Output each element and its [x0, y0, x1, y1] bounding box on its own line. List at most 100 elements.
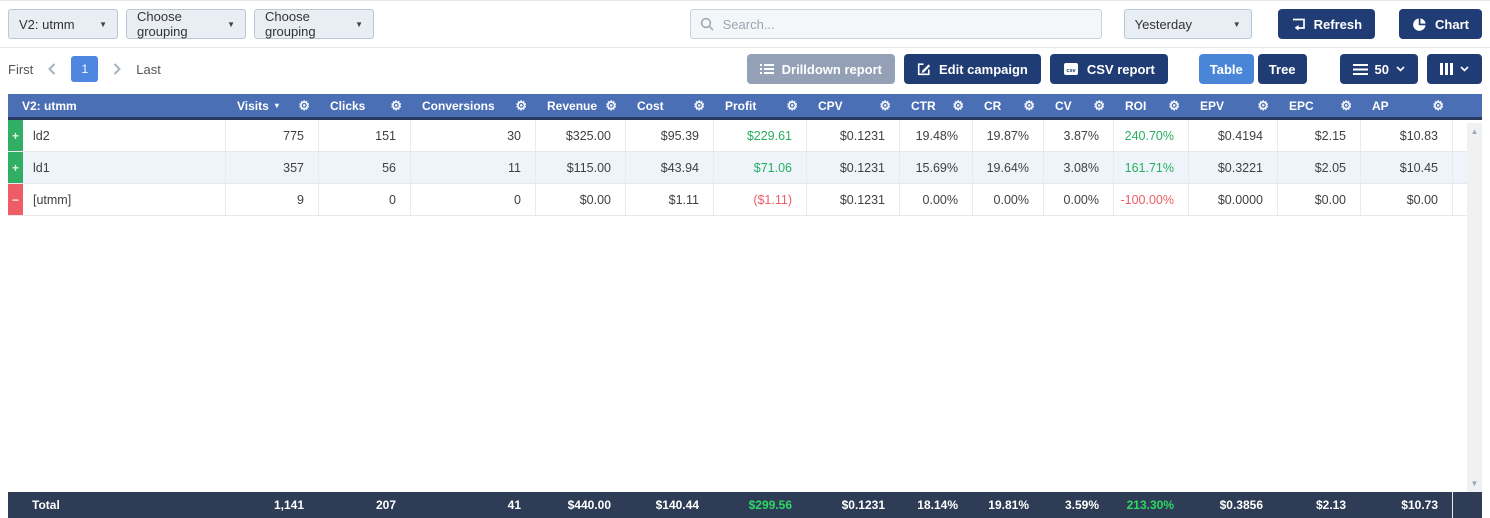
column-settings-gear-icon[interactable]: ⚙ [879, 98, 891, 113]
cell-ctr: 19.48% [899, 120, 972, 151]
cell-clicks: 207 [375, 498, 396, 512]
column-settings-gear-icon[interactable]: ⚙ [605, 98, 617, 113]
column-label[interactable]: Conversions [422, 98, 495, 113]
cell-cv: 3.08% [1043, 152, 1113, 183]
header-cell-cost: Cost ⚙ [625, 94, 713, 117]
column-label[interactable]: EPC [1289, 98, 1314, 113]
cell-ap: $10.73 [1401, 498, 1438, 512]
list-icon [759, 63, 774, 75]
pagination-first[interactable]: First [8, 61, 34, 77]
table-row[interactable]: + ld2 775 151 30 $325.00 $95.39 $229.61 $0.1231 1… [8, 120, 1482, 152]
cell-ap: $0.00 [1360, 184, 1452, 215]
table-row[interactable]: + ld1 357 56 11 $115.00 $43.94 $71.06 $0.1231 15.… [8, 152, 1482, 184]
pagination-page-1[interactable]: 1 [71, 56, 99, 82]
table-header-row: V2: utmm Visits ▾ ⚙ Clicks ⚙ Conversions ⚙ Reven… [8, 94, 1482, 120]
grouping-select-2[interactable]: Choose grouping ▼ [254, 9, 374, 39]
action-buttons: Drilldown report Edit campaign csv CSV r… [746, 54, 1482, 84]
column-label[interactable]: CTR [911, 98, 936, 113]
header-cell-visits: Visits ▾ ⚙ [225, 94, 318, 117]
column-settings-gear-icon[interactable]: ⚙ [1340, 98, 1352, 113]
column-settings-gear-icon[interactable]: ⚙ [1257, 98, 1269, 113]
cell-cv: 3.59% [1064, 498, 1099, 512]
chevron-left-icon[interactable] [48, 63, 56, 75]
column-label[interactable]: CPV [818, 98, 843, 113]
cell-visits: 1,141 [273, 498, 304, 512]
column-label[interactable]: Cost [637, 98, 664, 113]
grouping-select-2-value: Choose grouping [265, 9, 316, 39]
column-settings-gear-icon[interactable]: ⚙ [1023, 98, 1035, 113]
row-scroll-gutter [1452, 492, 1482, 518]
table-view-button[interactable]: Table [1198, 54, 1254, 84]
column-settings-gear-icon[interactable]: ⚙ [1168, 98, 1180, 113]
cell-epv: $0.3856 [1219, 498, 1263, 512]
column-label[interactable]: CR [984, 98, 1002, 113]
row-name-cell: − [utmm] [8, 184, 225, 215]
edit-campaign-button[interactable]: Edit campaign [904, 54, 1041, 84]
row-name-cell: + ld2 [8, 120, 225, 151]
cell-clicks: 151 [318, 120, 410, 151]
grouping-select-1-value: Choose grouping [137, 9, 188, 39]
columns-select[interactable] [1427, 54, 1482, 84]
search-box[interactable] [689, 9, 1102, 39]
date-range-value: Yesterday [1134, 16, 1192, 32]
cell-ctr: 15.69% [899, 152, 972, 183]
cell-ctr: 18.14% [917, 498, 958, 512]
column-label[interactable]: AP [1372, 98, 1389, 113]
column-label[interactable]: ROI [1125, 98, 1147, 113]
column-label[interactable]: EPV [1200, 98, 1225, 113]
column-settings-gear-icon[interactable]: ⚙ [952, 98, 964, 113]
column-label[interactable]: Visits ▾ [237, 98, 279, 113]
vertical-scrollbar[interactable]: ▲ ▼ [1467, 123, 1482, 492]
table-row[interactable]: − [utmm] 9 0 0 $0.00 $1.11 ($1.11) $0.1231 0.00% 0… [8, 184, 1482, 216]
drilldown-report-label: Drilldown report [781, 61, 883, 77]
row-status-indicator: + [8, 152, 23, 183]
column-settings-gear-icon[interactable]: ⚙ [298, 98, 310, 113]
tree-view-button[interactable]: Tree [1257, 54, 1307, 84]
column-label[interactable]: CV [1055, 98, 1072, 113]
scroll-down-icon[interactable]: ▼ [1470, 479, 1479, 488]
row-status-indicator: − [8, 184, 23, 215]
header-cell-epc: EPC ⚙ [1277, 94, 1360, 117]
row-status-indicator: + [8, 120, 23, 151]
cell-epv: $0.4194 [1188, 120, 1277, 151]
chevron-right-icon[interactable] [113, 63, 122, 75]
scroll-up-icon[interactable]: ▲ [1470, 127, 1479, 136]
header-cell-revenue: Revenue ⚙ [535, 94, 625, 117]
column-label[interactable]: Profit [725, 98, 757, 113]
grouping-select-1[interactable]: Choose grouping ▼ [126, 9, 246, 39]
header-scroll-gutter [1452, 94, 1482, 117]
search-input[interactable] [720, 15, 1092, 33]
refresh-button[interactable]: Refresh [1277, 9, 1376, 39]
header-cell-profit: Profit ⚙ [713, 94, 806, 117]
csv-report-button[interactable]: csv CSV report [1049, 54, 1168, 84]
column-label[interactable]: V2: utmm [22, 98, 77, 113]
campaign-select[interactable]: V2: utmm ▼ [8, 9, 118, 39]
pagination-last[interactable]: Last [136, 61, 161, 77]
total-row-content: Total 1,141 207 41 $440.00 $140.44 $299.56 $0.1… [8, 492, 1482, 518]
column-settings-gear-icon[interactable]: ⚙ [786, 98, 798, 113]
table-body: + ld2 775 151 30 $325.00 $95.39 $229.61 $0.1231 1… [8, 120, 1482, 216]
cell-cr: 19.87% [972, 120, 1043, 151]
search-icon [700, 17, 714, 31]
drilldown-report-button[interactable]: Drilldown report [746, 54, 896, 84]
column-settings-gear-icon[interactable]: ⚙ [1432, 98, 1444, 113]
chart-button[interactable]: Chart [1399, 9, 1482, 39]
column-settings-gear-icon[interactable]: ⚙ [1093, 98, 1105, 113]
cell-conversions: 0 [410, 184, 535, 215]
row-name[interactable]: ld2 [33, 128, 50, 143]
column-settings-gear-icon[interactable]: ⚙ [390, 98, 402, 113]
column-label[interactable]: Revenue [547, 98, 598, 113]
column-settings-gear-icon[interactable]: ⚙ [515, 98, 527, 113]
header-cell-roi: ROI ⚙ [1113, 94, 1188, 117]
header-cell-ap: AP ⚙ [1360, 94, 1452, 117]
row-name[interactable]: [utmm] [33, 192, 72, 207]
row-name[interactable]: ld1 [33, 160, 50, 175]
chart-button-label: Chart [1435, 16, 1469, 32]
chevron-down-icon: ▼ [99, 19, 107, 29]
column-settings-gear-icon[interactable]: ⚙ [693, 98, 705, 113]
rows-per-page-select[interactable]: 50 [1339, 54, 1418, 84]
date-range-select[interactable]: Yesterday ▼ [1123, 9, 1252, 39]
column-label[interactable]: Clicks [330, 98, 366, 113]
header-cell-cpv: CPV ⚙ [806, 94, 899, 117]
